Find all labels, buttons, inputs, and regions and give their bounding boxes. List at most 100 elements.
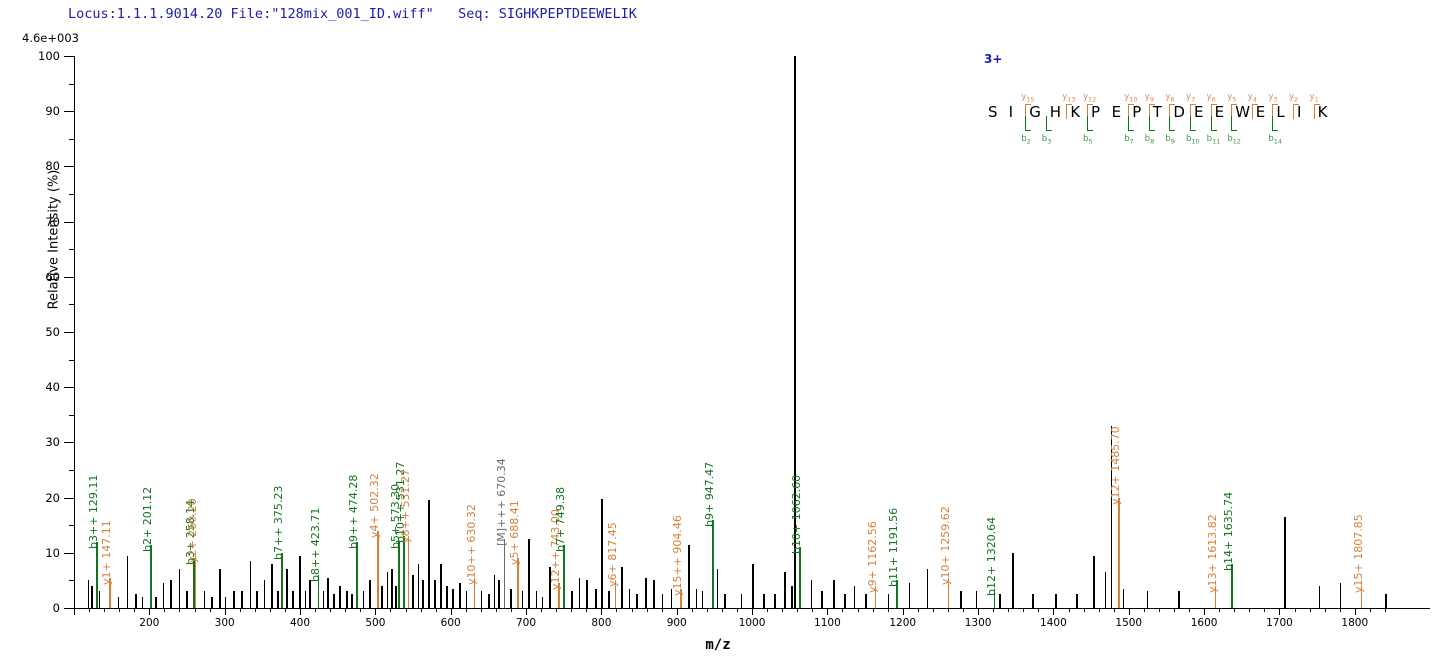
sequence-residue: T: [1152, 103, 1162, 121]
x-tick-minor: [1113, 608, 1115, 612]
b-ion-label: b8: [1144, 134, 1155, 146]
peak-annotation-label: y10++ 630.32: [464, 503, 478, 585]
spectrum-peak: [821, 591, 823, 608]
spectrum-peak: [1122, 588, 1125, 608]
y-tick-major: [64, 442, 74, 444]
x-tick-minor: [1294, 608, 1296, 612]
spectrum-peak: [355, 541, 358, 608]
spectrum-peak: [422, 580, 424, 608]
b-ion-label: b2: [1021, 134, 1031, 146]
spectrum-peak: [1032, 594, 1034, 608]
spectrum-peak: [458, 583, 461, 608]
y-tick-major: [64, 166, 74, 168]
x-tick-minor: [1023, 608, 1025, 612]
x-tick-minor: [254, 608, 256, 612]
x-tick-minor: [706, 608, 708, 612]
spectrum-peak: [150, 544, 152, 608]
b-ion-marker: [1148, 116, 1157, 132]
spectrum-peak: [549, 566, 551, 608]
spectrum-peak: [394, 585, 397, 608]
x-tick-label: 400: [289, 617, 311, 629]
x-tick-minor: [239, 608, 241, 612]
y-tick-label: 70: [45, 214, 60, 229]
spectrum-peak: [947, 577, 950, 608]
x-tick-label: 1800: [1341, 617, 1369, 629]
y-ion-label: y8: [1165, 92, 1175, 104]
x-axis-line: [74, 608, 1430, 609]
peak-annotation-label: b2+ 201.12: [141, 486, 155, 552]
x-tick-label: 500: [365, 617, 386, 629]
spectrum-peak: [162, 583, 165, 608]
y-tick-label: 100: [38, 49, 60, 63]
x-tick-minor: [932, 608, 934, 612]
spectrum-peak: [417, 563, 420, 608]
x-tick-minor: [284, 608, 286, 612]
x-tick-minor: [782, 608, 784, 612]
x-tick-major: [1128, 608, 1130, 615]
y-ion-marker: [1210, 104, 1219, 120]
spectrum-peak: [193, 558, 195, 608]
precursor-charge-label: 3+: [984, 52, 1003, 66]
x-tick-label: 600: [440, 617, 461, 629]
spectrum-peak: [91, 585, 93, 608]
x-tick-minor: [1143, 608, 1145, 612]
spectrum-peak: [586, 580, 588, 608]
x-tick-minor: [556, 608, 558, 612]
b-ion-marker: [1190, 116, 1198, 132]
b-ion-marker: [1087, 116, 1095, 132]
spectrum-peak: [535, 591, 538, 608]
spectrum-peak: [558, 583, 561, 608]
spectrum-peak: [407, 536, 410, 608]
spectrum-peak: [926, 569, 929, 608]
spectrum-peak: [865, 594, 867, 608]
spectrum-peak: [1384, 594, 1387, 608]
spectrum-peak: [452, 588, 454, 608]
x-tick-minor: [993, 608, 995, 612]
x-tick-minor: [1264, 608, 1266, 612]
x-tick-label: 1700: [1266, 617, 1293, 629]
x-tick-major: [74, 608, 75, 615]
spectrum-peak: [1104, 572, 1107, 608]
spectrum-peak: [480, 591, 483, 608]
spectrum-peak: [628, 588, 631, 608]
x-tick-major: [149, 608, 151, 615]
y-ion-marker: [1313, 104, 1322, 120]
peak-annotation-label: b9+ 947.47: [703, 461, 717, 527]
x-tick-major: [300, 608, 302, 615]
peak-annotation-label: y4+ 502.32: [368, 473, 382, 538]
spectrum-peak: [653, 580, 655, 608]
peak-annotation-label: b14+ 1635.74: [1222, 491, 1236, 571]
spectrum-peak: [620, 566, 623, 608]
spectrum-peak: [716, 569, 719, 608]
spectrum-peak: [695, 588, 698, 608]
y-tick-major: [64, 552, 74, 554]
b-ion-marker: [1169, 116, 1177, 132]
x-tick-minor: [1038, 608, 1040, 612]
y-tick-major: [64, 111, 74, 113]
spectrum-peak: [608, 591, 610, 608]
spectrum-peak: [465, 591, 468, 608]
y-ion-marker: [1251, 104, 1260, 120]
spectrum-peak: [688, 544, 690, 608]
x-tick-minor: [164, 608, 166, 612]
spectrum-peak: [614, 580, 617, 608]
x-tick-minor: [1173, 608, 1175, 612]
b-ion-marker: [1210, 116, 1219, 132]
spectrum-peak: [224, 596, 227, 608]
x-tick-minor: [646, 608, 648, 612]
x-tick-minor: [315, 608, 317, 612]
y-tick-label: 40: [45, 380, 60, 395]
sequence-residue: P: [1091, 103, 1101, 121]
spectrum-peak: [369, 580, 371, 608]
sequence-residue: E: [1111, 103, 1122, 121]
x-tick-major: [601, 608, 603, 615]
y-tick-major: [64, 608, 74, 609]
spectrum-peak: [601, 498, 603, 608]
x-tick-minor: [1324, 608, 1326, 612]
x-tick-minor: [1384, 608, 1386, 612]
spectrum-peak: [896, 580, 898, 608]
spectrum-peak: [155, 596, 157, 608]
x-tick-minor: [209, 608, 211, 612]
spectrum-peak: [517, 558, 519, 608]
spectrum-peak: [345, 591, 348, 608]
